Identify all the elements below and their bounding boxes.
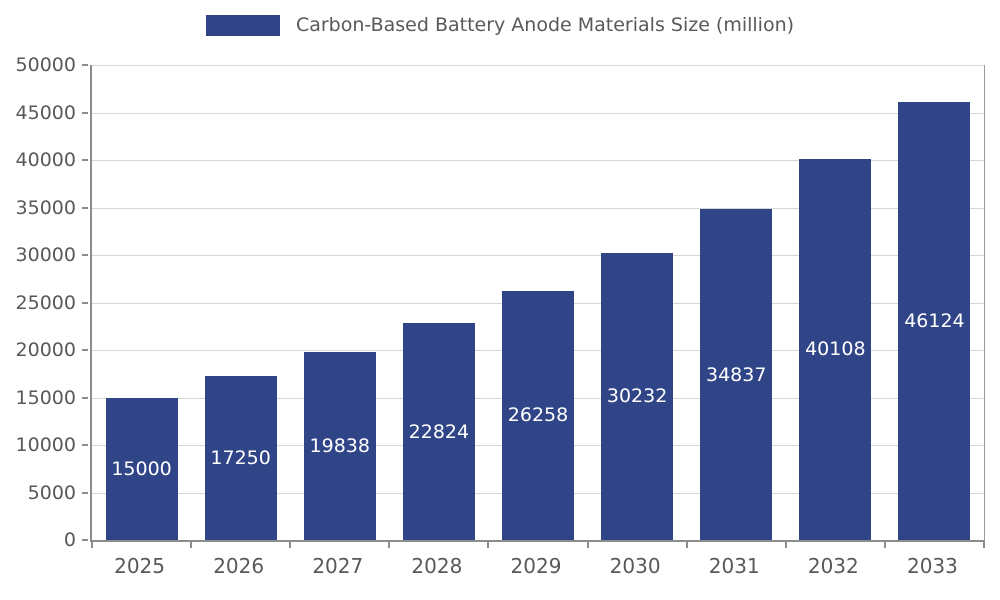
- x-tick-mark: [883, 542, 886, 548]
- x-tick-mark: [685, 542, 688, 548]
- bar-value-label: 46124: [904, 309, 965, 332]
- bar-value-label: 17250: [210, 447, 271, 470]
- bar-value-label: 22824: [408, 420, 470, 443]
- gridline: [92, 255, 984, 256]
- x-tick-mark: [289, 542, 292, 548]
- bar-2027: 19838: [303, 351, 376, 540]
- y-tick-mark: [82, 159, 88, 161]
- y-axis-labels: 0 5000 10000 15000 20000 25000 30000 35000 40000…: [0, 54, 88, 551]
- y-tick-label: 45000: [15, 101, 76, 124]
- x-tick-label: 2025: [114, 554, 165, 578]
- gridline: [92, 112, 984, 114]
- bar-2028: 22824: [402, 323, 475, 540]
- y-tick-mark: [82, 396, 88, 399]
- x-tick-mark: [983, 542, 985, 548]
- y-tick-label: 10000: [15, 434, 76, 456]
- bar-value-label: 15000: [111, 457, 172, 480]
- legend-item[interactable]: Carbon-Based Battery Anode Materials Siz…: [205, 14, 795, 36]
- bar-value-label: 19838: [309, 434, 370, 457]
- bar-2029: 26258: [502, 290, 574, 540]
- legend-swatch-icon: [205, 14, 280, 36]
- x-tick-mark: [388, 542, 391, 548]
- bar-2025: 15000: [105, 397, 178, 540]
- y-tick-label: 5000: [27, 481, 76, 504]
- x-tick-mark: [91, 542, 93, 548]
- x-tick-mark: [784, 542, 787, 548]
- y-tick-mark: [82, 206, 88, 209]
- x-tick-label: 2031: [708, 554, 760, 578]
- bar-value-label: 30232: [606, 385, 668, 408]
- x-tick-label: 2027: [312, 554, 364, 578]
- y-tick-mark: [82, 539, 88, 541]
- y-tick-label: 0: [63, 529, 76, 551]
- bar-2032: 40108: [799, 158, 872, 540]
- bar-2026: 17250: [204, 376, 277, 540]
- y-tick-label: 35000: [15, 196, 76, 219]
- bar-2030: 30232: [601, 252, 674, 540]
- x-tick-label: 2028: [411, 554, 463, 578]
- y-tick-mark: [82, 349, 88, 351]
- bar-value-label: 26258: [507, 404, 569, 427]
- x-tick-label: 2032: [807, 554, 859, 578]
- y-tick-mark: [82, 64, 88, 66]
- x-tick-mark: [190, 542, 193, 548]
- y-tick-mark: [82, 491, 88, 494]
- y-tick-mark: [82, 111, 88, 114]
- x-axis-labels: 2025 2026 2027 2028 2029 2030 2031 2032 2033: [90, 550, 982, 582]
- y-tick-mark: [82, 254, 88, 256]
- y-tick-label: 20000: [15, 339, 76, 361]
- y-tick-label: 50000: [15, 54, 76, 76]
- bar-2031: 34837: [700, 209, 773, 540]
- y-tick-mark: [82, 301, 88, 304]
- y-tick-label: 40000: [15, 149, 76, 171]
- y-tick-mark: [82, 444, 88, 446]
- plot-area: 15000 17250 19838 22824 26258 30232 34837 40108…: [90, 65, 985, 548]
- x-tick-mark: [487, 542, 490, 548]
- gridline: [92, 65, 984, 66]
- x-tick-label: 2029: [510, 554, 562, 578]
- bar-value-label: 40108: [805, 338, 866, 361]
- y-tick-label: 25000: [15, 291, 76, 314]
- x-tick-label: 2026: [213, 554, 265, 578]
- gridline: [92, 160, 984, 161]
- y-tick-label: 15000: [15, 386, 76, 409]
- x-tick-mark: [586, 542, 589, 548]
- x-tick-label: 2033: [906, 554, 958, 578]
- bar-value-label: 34837: [705, 363, 767, 386]
- x-tick-label: 2030: [609, 554, 661, 578]
- chart-title: Carbon-Based Battery Anode Materials Siz…: [295, 14, 795, 36]
- y-tick-label: 30000: [15, 244, 76, 266]
- legend: Carbon-Based Battery Anode Materials Siz…: [0, 14, 1000, 36]
- bar-2033: 46124: [898, 101, 971, 540]
- gridline: [92, 207, 984, 209]
